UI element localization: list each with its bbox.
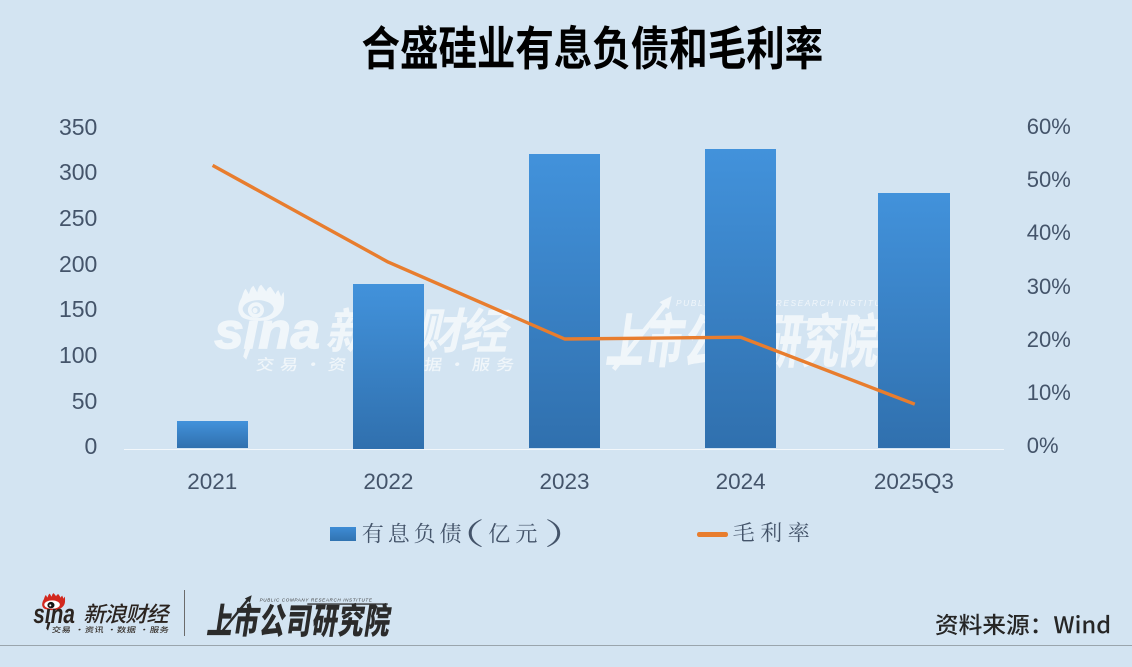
svg-text:PUBLIC COMPANY RESEARCH INSTIT: PUBLIC COMPANY RESEARCH INSTITUTE [260,598,373,603]
svg-text:PUBLIC COMPANY RESEARCH INSTIT: PUBLIC COMPANY RESEARCH INSTITUTE [676,298,896,308]
